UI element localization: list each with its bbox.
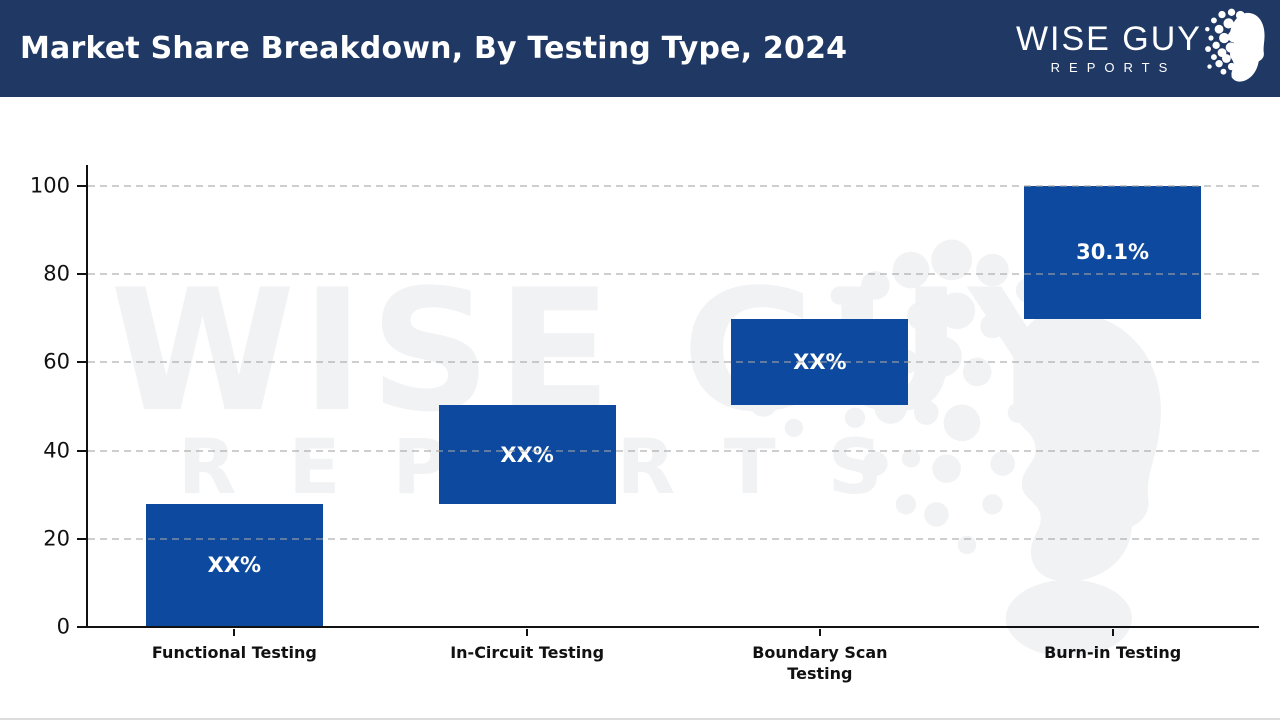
y-tick — [77, 537, 86, 540]
x-tick — [233, 629, 236, 636]
plot-area: XX% Functional Testing XX% In-Circuit Testi… — [30, 165, 1259, 683]
bar-value-label: XX% — [500, 442, 554, 467]
page-title: Market Share Breakdown, By Testing Type,… — [20, 31, 848, 66]
bar-value-label: 30.1% — [1076, 240, 1150, 265]
logo-wordmark: WISE GUY — [1015, 20, 1202, 58]
y-tick-label: 60 — [43, 349, 70, 374]
x-category-label: In-Circuit Testing — [450, 643, 605, 662]
x-tick — [1111, 629, 1114, 636]
y-tick-label: 20 — [43, 526, 70, 551]
y-tick-label: 100 — [29, 173, 70, 198]
logo-subtitle: REPORTS — [1050, 60, 1177, 75]
header-banner: Market Share Breakdown, By Testing Type,… — [0, 0, 1280, 97]
y-tick-label: 40 — [43, 438, 70, 463]
wiseguy-face-icon — [1205, 8, 1265, 82]
bar-value-label: XX% — [793, 349, 847, 374]
y-tick-label: 0 — [56, 614, 70, 639]
x-category-label: Burn-in Testing — [1044, 643, 1182, 662]
y-tick — [77, 185, 86, 187]
x-tick — [526, 629, 529, 636]
bar-value-label: XX% — [207, 553, 262, 578]
x-axis-line — [86, 625, 1259, 628]
chart-area: WISE GUY REPORTS — [0, 97, 1280, 720]
bars-layer: XX% Functional Testing XX% In-Circuit Testi… — [88, 186, 1259, 683]
bar: XX% — [145, 503, 323, 627]
x-tick — [818, 629, 821, 636]
y-tick — [77, 626, 86, 628]
wiseguy-logo: WISE GUY REPORTS — [1016, 7, 1266, 91]
bar: 30.1% — [1024, 186, 1202, 319]
y-tick — [77, 361, 86, 364]
x-category-label: Functional Testing — [151, 643, 317, 662]
y-tick-label: 80 — [43, 261, 70, 286]
y-axis-line — [86, 165, 88, 628]
logo-text: WISE GUY REPORTS — [1016, 22, 1202, 75]
y-tick — [77, 273, 86, 276]
y-tick — [77, 449, 86, 452]
x-category-label: Boundary Scan Testing — [752, 643, 888, 683]
bar: XX% — [731, 318, 909, 406]
bottom-border — [0, 718, 1280, 720]
bar: XX% — [438, 405, 616, 504]
